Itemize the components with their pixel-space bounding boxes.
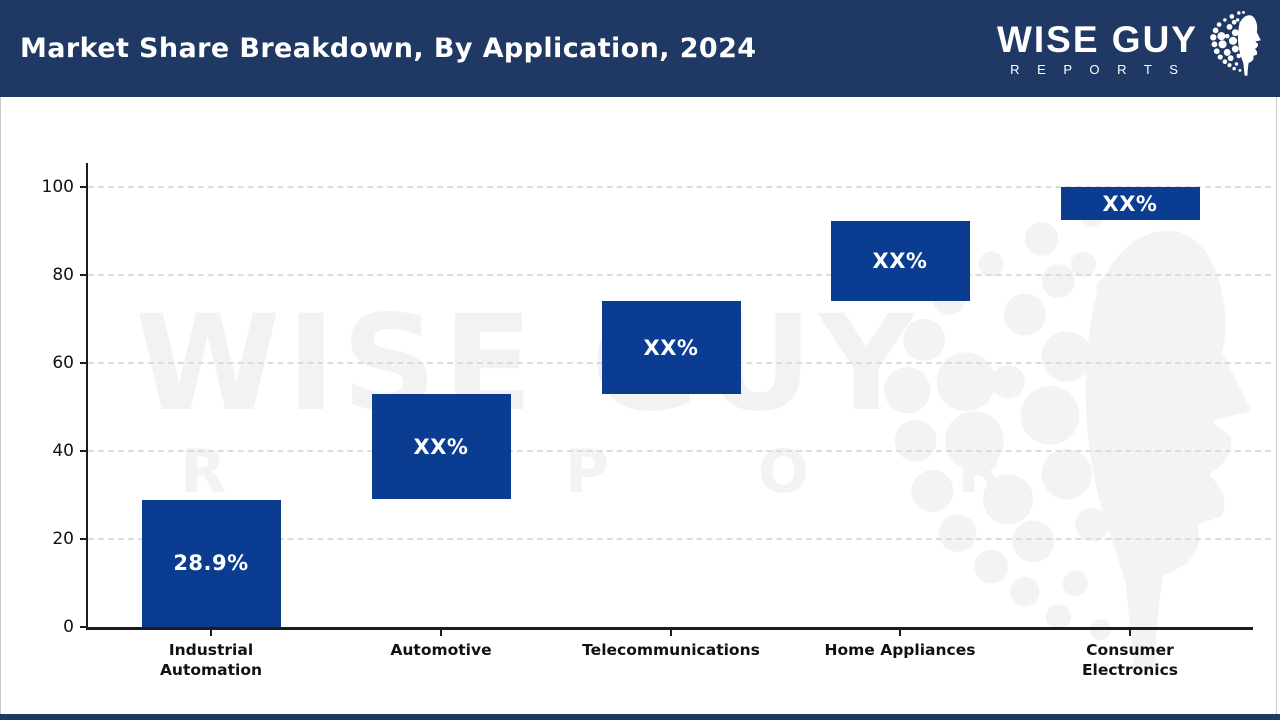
right-border-line [1276,97,1277,714]
ytick-mark-80 [80,274,88,276]
chart-title: Market Share Breakdown, By Application, … [20,33,757,64]
bar-consumer-electronics: XX% [1060,187,1200,220]
x-axis-line [86,627,1253,630]
ytick-label-100: 100 [41,177,74,197]
logo-head-icon [1210,10,1261,76]
xtick-mark-1 [440,629,442,636]
wise-guy-reports-logo: WISE GUY R E P O R T S [997,8,1262,80]
report-footer-bar [0,714,1280,720]
ytick-label-60: 60 [52,353,74,373]
ytick-label-40: 40 [52,441,74,461]
bar-automotive: XX% [371,393,511,500]
report-header: Market Share Breakdown, By Application, … [0,0,1280,97]
ytick-label-20: 20 [52,529,74,549]
bar-home-appliances: XX% [830,220,970,302]
ytick-mark-0 [80,626,88,628]
xtick-label-industrial-automation: Industrial Automation [101,640,321,680]
xtick-label-line: Home Appliances [824,641,976,659]
xtick-label-line: Telecommunications [582,641,760,659]
xtick-label-line: Consumer [1086,641,1174,659]
xtick-label-line: Automation [159,661,263,679]
xtick-mark-0 [210,629,212,636]
gridline-y-20 [88,538,1271,540]
bar-value-label: 28.9% [173,551,249,576]
ytick-label-80: 80 [52,265,74,285]
bar-value-label: XX% [1102,191,1158,216]
xtick-label-line: Industrial [168,641,254,659]
xtick-label-telecommunications: Telecommunications [561,640,781,660]
bar-value-label: XX% [872,249,928,274]
logo-tagline: R E P O R T S [1010,61,1185,77]
xtick-label-line: Automotive [390,641,492,659]
xtick-mark-3 [899,629,901,636]
gridline-y-80 [88,274,1271,276]
ytick-mark-20 [80,538,88,540]
xtick-label-line: Electronics [1081,661,1179,679]
xtick-label-home-appliances: Home Appliances [790,640,1010,660]
bar-value-label: XX% [643,335,699,360]
gridline-y-40 [88,450,1271,452]
xtick-label-automotive: Automotive [331,640,551,660]
ytick-mark-100 [80,186,88,188]
left-border-line [0,97,1,714]
logo-text: WISE GUY R E P O R T S [996,18,1198,77]
bar-industrial-automation: 28.9% [141,499,281,627]
ytick-label-0: 0 [63,617,74,637]
ytick-mark-60 [80,362,88,364]
y-axis-spine [86,163,88,629]
xtick-label-consumer-electronics: Consumer Electronics [1020,640,1240,680]
xtick-mark-4 [1129,629,1131,636]
logo-name: WISE GUY [996,18,1198,60]
bar-value-label: XX% [413,434,469,459]
xtick-mark-2 [670,629,672,636]
bar-telecommunications: XX% [601,301,741,394]
gridline-y-100 [88,186,1271,188]
ytick-mark-40 [80,450,88,452]
